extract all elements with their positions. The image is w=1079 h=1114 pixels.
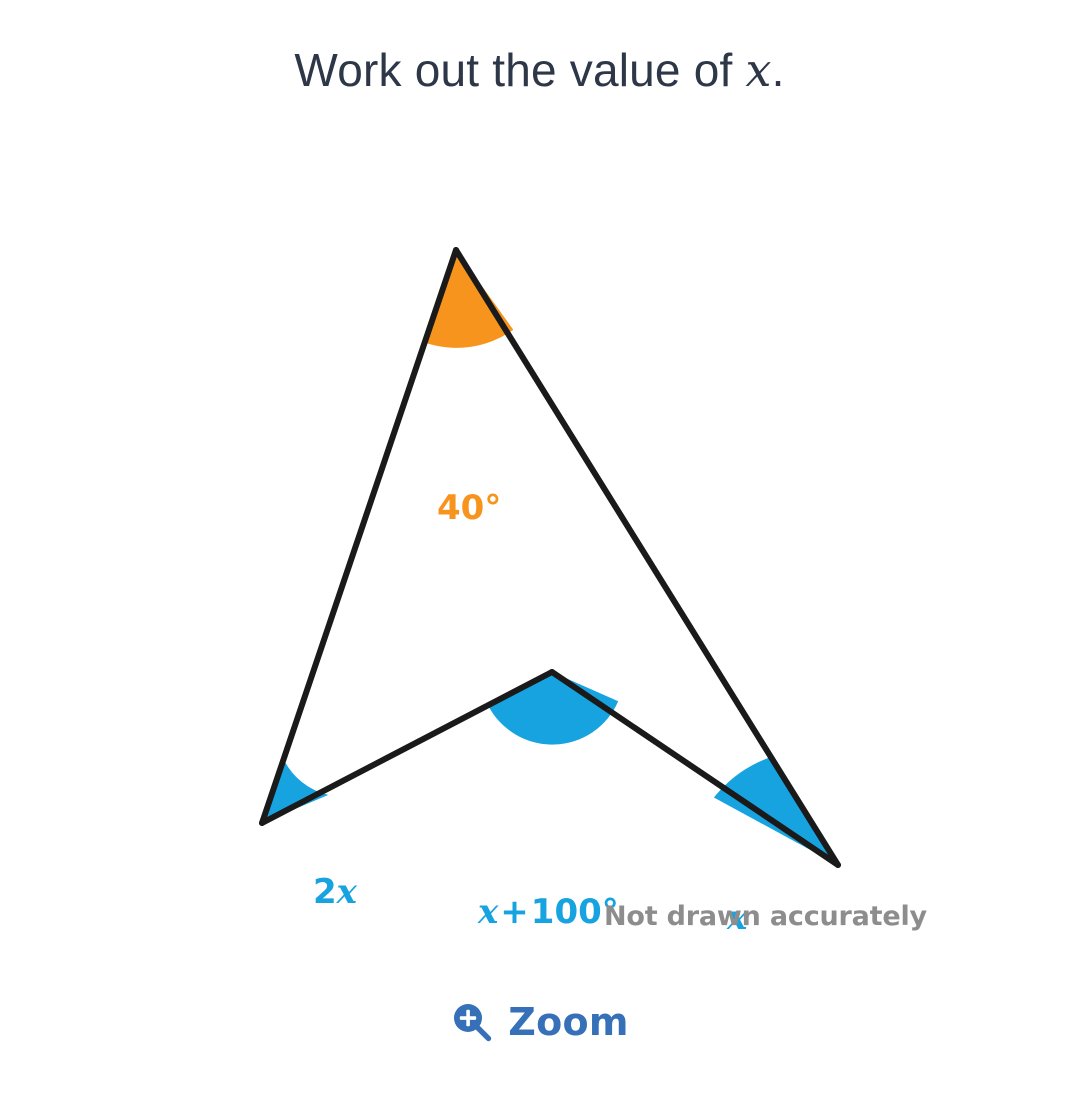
bottom-left-angle-label: 2x	[313, 872, 357, 912]
bottom-right-angle-sector	[713, 757, 838, 865]
question-text-suffix: .	[771, 44, 785, 96]
magnifier-plus-icon-svg	[454, 1004, 492, 1042]
segment-apex-to-bottom-left	[259, 247, 459, 826]
question-variable: x	[745, 43, 772, 97]
zoom-button-label: Zoom	[508, 1000, 629, 1044]
page-title: Work out the value of x.	[0, 40, 1079, 100]
zoom-button[interactable]: Zoom	[0, 1000, 1079, 1044]
middle-angle-sector	[488, 672, 619, 745]
middle-angle-label: x+100°	[478, 892, 619, 932]
bottom-right-angle-label: x	[727, 898, 748, 938]
segment-middle-to-bottom-right	[549, 669, 841, 868]
geometry-figure: 40° 2x x+100° x	[0, 150, 1079, 940]
question-text-prefix: Work out the value of	[294, 44, 746, 96]
apex-angle-label: 40°	[437, 488, 502, 528]
segment-bottom-left-to-middle	[259, 669, 555, 826]
magnifier-plus-icon	[450, 1000, 494, 1044]
figure-svg	[259, 247, 841, 868]
segment-apex-to-bottom-right	[453, 247, 841, 868]
not-drawn-accurately-caption: Not drawn accurately	[604, 901, 927, 932]
apex-angle-sector	[424, 250, 514, 348]
